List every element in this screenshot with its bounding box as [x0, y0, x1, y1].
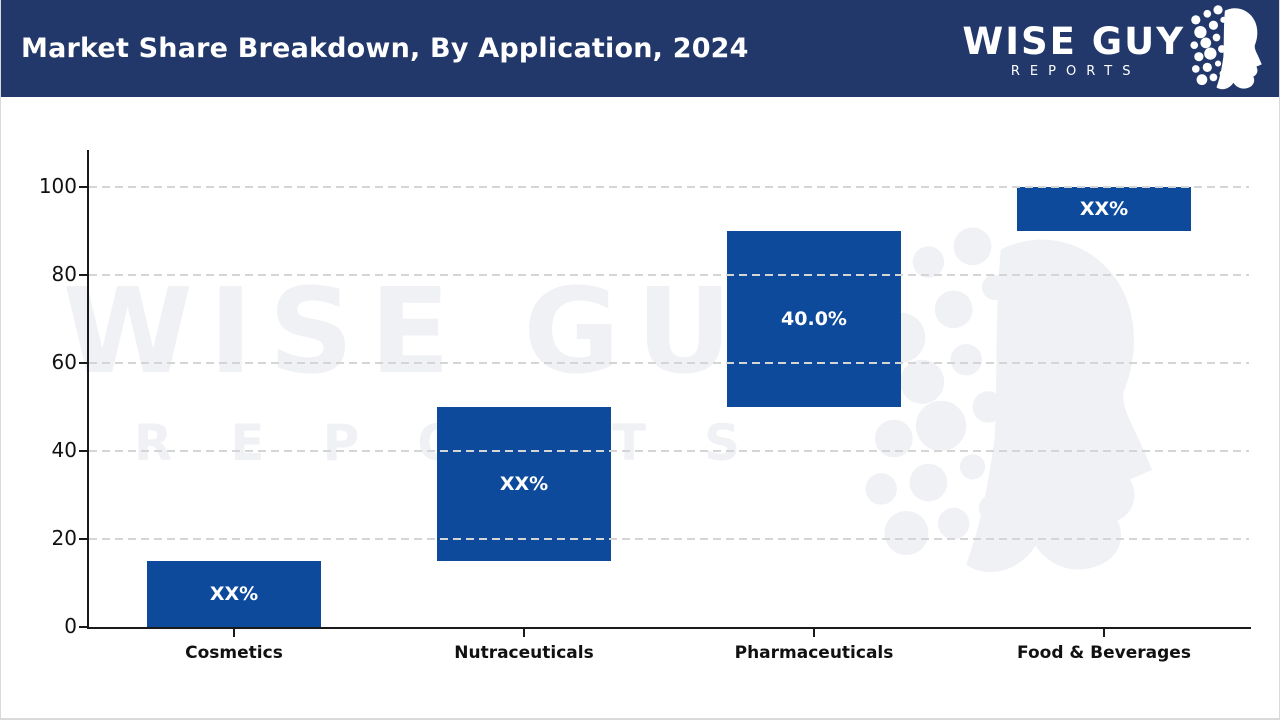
- brand-logo-text: WISE GUY REPORTS: [962, 23, 1185, 78]
- y-axis-tick-label: 0: [64, 614, 77, 638]
- y-axis-tick: [79, 626, 88, 628]
- y-axis-tick-label: 100: [38, 174, 77, 198]
- bar-cosmetics: XX%: [147, 561, 321, 627]
- brand-subname: REPORTS: [1010, 64, 1141, 79]
- x-axis-category-label: Cosmetics: [185, 643, 283, 663]
- x-axis-spine: [87, 627, 1251, 629]
- head-profile-icon: [1187, 3, 1269, 95]
- brand-name: WISE GUY: [962, 20, 1185, 63]
- y-axis-tick-label: 20: [51, 526, 77, 550]
- y-axis-tick-label: 60: [51, 350, 77, 374]
- x-axis-category-label: Food & Beverages: [1017, 643, 1191, 663]
- bar-pharmaceuticals: 40.0%: [727, 231, 901, 407]
- y-axis-spine: [87, 150, 89, 629]
- bar-food-beverages: XX%: [1017, 187, 1191, 231]
- gridline-y100: [89, 186, 1249, 188]
- plot-area: 0 20 40 60 80 100 XX% Cosmetics XX% Nutraceutical…: [39, 150, 1251, 663]
- x-axis-category-label: Pharmaceuticals: [734, 643, 894, 663]
- x-axis-tick: [233, 629, 235, 637]
- y-axis-tick: [79, 450, 88, 452]
- bar-value-label: XX%: [1079, 198, 1129, 220]
- y-axis-tick: [79, 538, 88, 540]
- bar-value-label: 40.0%: [781, 308, 847, 330]
- gridline-y20: [89, 538, 1249, 540]
- gridline-y60: [89, 362, 1249, 364]
- brand-logo: WISE GUY REPORTS: [962, 0, 1269, 97]
- bar-value-label: XX%: [209, 583, 259, 605]
- x-axis-tick: [1103, 629, 1105, 637]
- y-axis-tick-label: 80: [51, 262, 77, 286]
- chart-title: Market Share Breakdown, By Application, …: [21, 33, 749, 64]
- gridline-y80: [89, 274, 1249, 276]
- bar-nutraceuticals: XX%: [437, 407, 611, 561]
- bar-value-label: XX%: [499, 473, 549, 495]
- watermark-brand-name: WISE GUY: [62, 262, 850, 400]
- header-bar: Market Share Breakdown, By Application, …: [1, 0, 1279, 97]
- gridline-y40: [89, 450, 1249, 452]
- y-axis-tick: [79, 274, 88, 276]
- y-axis-tick: [79, 362, 88, 364]
- x-axis-category-label: Nutraceuticals: [454, 643, 594, 663]
- chart-canvas: WISE GUY REPORTS 020406080100XX%Cosmetic…: [1, 97, 1279, 718]
- y-axis-tick: [79, 186, 88, 188]
- x-axis-tick: [523, 629, 525, 637]
- y-axis-tick-label: 40: [51, 438, 77, 462]
- x-axis-tick: [813, 629, 815, 637]
